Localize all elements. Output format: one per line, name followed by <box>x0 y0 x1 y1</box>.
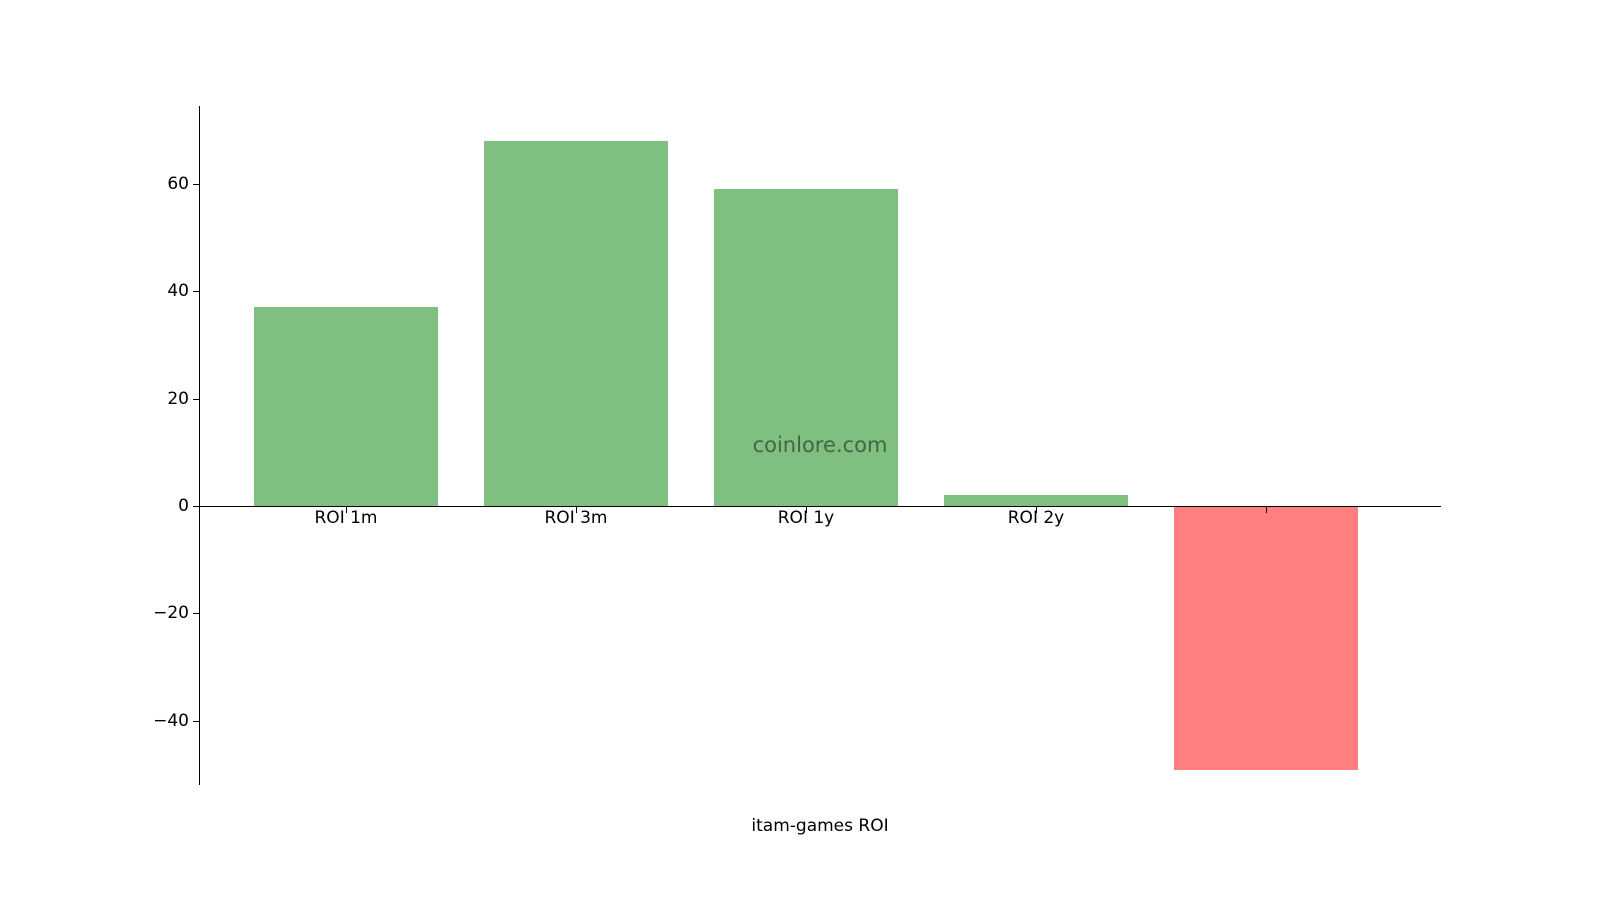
y-tick-label: −20 <box>153 603 189 623</box>
y-tick <box>193 291 199 292</box>
x-tick <box>806 506 807 513</box>
y-tick-label: 0 <box>178 496 189 516</box>
x-tick <box>1266 506 1267 513</box>
x-tick-label-roi-1m: ROI 1m <box>314 508 378 528</box>
bar-bar-5 <box>1174 507 1358 770</box>
y-tick <box>193 506 199 507</box>
y-tick <box>193 613 199 614</box>
bar-roi-2y <box>944 495 1128 506</box>
x-tick-label-roi-3m: ROI 3m <box>544 508 608 528</box>
x-tick-label-roi-2y: ROI 2y <box>1007 508 1065 528</box>
bar-roi-1y <box>714 189 898 506</box>
x-tick <box>346 506 347 513</box>
y-tick <box>193 399 199 400</box>
x-axis-label: itam-games ROI <box>751 816 889 836</box>
bar-roi-3m <box>484 141 668 506</box>
x-tick <box>576 506 577 513</box>
y-tick-label: 60 <box>167 174 189 194</box>
y-tick <box>193 184 199 185</box>
watermark: coinlore.com <box>752 433 888 457</box>
x-tick-label-roi-1y: ROI 1y <box>777 508 835 528</box>
y-tick-label: 40 <box>167 281 189 301</box>
x-tick <box>1036 506 1037 513</box>
y-axis-spine <box>199 106 200 785</box>
y-tick-label: −40 <box>153 711 189 731</box>
y-tick-label: 20 <box>167 389 189 409</box>
x-axis-line <box>199 506 1441 507</box>
bar-roi-1m <box>254 307 438 506</box>
y-tick <box>193 721 199 722</box>
